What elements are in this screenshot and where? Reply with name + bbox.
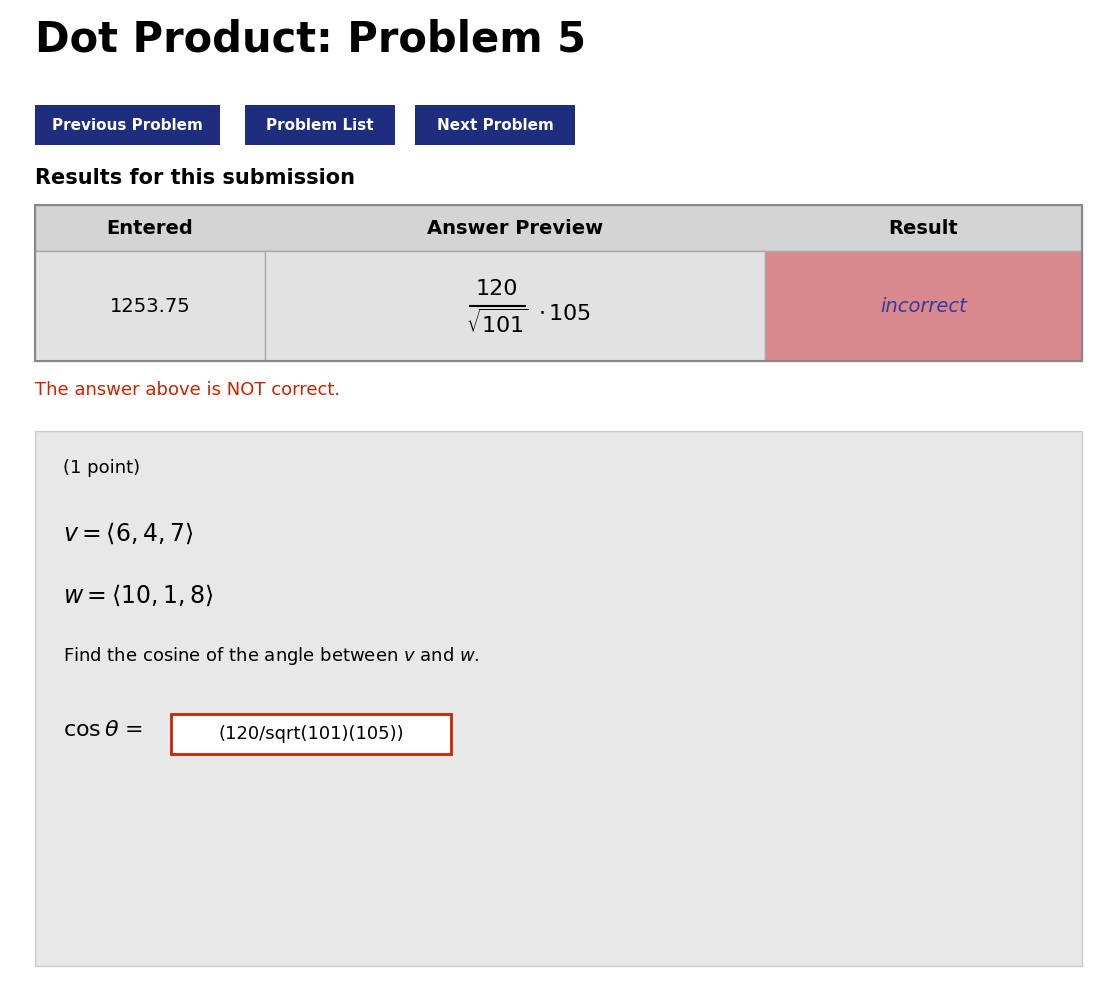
Text: 120: 120 xyxy=(476,279,518,299)
Text: Entered: Entered xyxy=(106,219,193,238)
Text: Results for this submission: Results for this submission xyxy=(35,168,355,188)
Text: Result: Result xyxy=(889,219,958,238)
Text: $\cdot\,105$: $\cdot\,105$ xyxy=(538,304,592,324)
Text: $\cos\theta$ =: $\cos\theta$ = xyxy=(63,720,143,740)
Text: Next Problem: Next Problem xyxy=(437,117,553,132)
Text: $\sqrt{101}$: $\sqrt{101}$ xyxy=(466,309,528,337)
Bar xyxy=(35,251,265,361)
Bar xyxy=(171,714,451,754)
Bar xyxy=(245,105,395,145)
Bar xyxy=(265,251,765,361)
Bar xyxy=(765,251,1082,361)
Text: Answer Preview: Answer Preview xyxy=(427,219,603,238)
Text: Dot Product: Problem 5: Dot Product: Problem 5 xyxy=(35,18,586,60)
Text: $v = \langle 6, 4, 7\rangle$: $v = \langle 6, 4, 7\rangle$ xyxy=(63,521,193,546)
Text: Problem List: Problem List xyxy=(266,117,374,132)
Bar xyxy=(35,205,1082,361)
Bar xyxy=(35,431,1082,966)
Text: (120/sqrt(101)(105)): (120/sqrt(101)(105)) xyxy=(218,725,404,743)
Text: Find the cosine of the angle between $v$ and $w$.: Find the cosine of the angle between $v$… xyxy=(63,645,479,667)
Text: Previous Problem: Previous Problem xyxy=(52,117,203,132)
Bar xyxy=(35,205,1082,251)
Text: incorrect: incorrect xyxy=(880,297,967,316)
Text: The answer above is NOT correct.: The answer above is NOT correct. xyxy=(35,381,340,399)
Text: $w = \langle 10, 1, 8\rangle$: $w = \langle 10, 1, 8\rangle$ xyxy=(63,583,214,608)
Bar xyxy=(416,105,575,145)
Text: (1 point): (1 point) xyxy=(63,459,140,477)
Text: 1253.75: 1253.75 xyxy=(109,297,190,316)
Bar xyxy=(35,105,220,145)
